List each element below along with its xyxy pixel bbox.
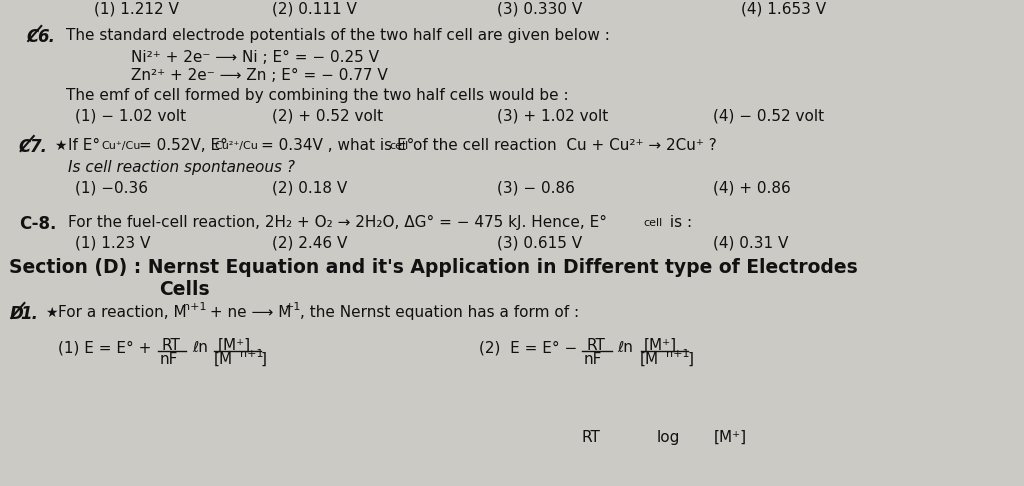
Text: For a reaction, M: For a reaction, M xyxy=(58,305,186,320)
Text: (4) 0.31 V: (4) 0.31 V xyxy=(714,235,788,250)
Text: (2) + 0.52 volt: (2) + 0.52 volt xyxy=(272,108,383,123)
Text: (4) + 0.86: (4) + 0.86 xyxy=(714,180,792,195)
Text: (2) 0.111 V: (2) 0.111 V xyxy=(272,2,357,17)
Text: cell: cell xyxy=(389,141,409,151)
Text: = 0.34V , what is E°: = 0.34V , what is E° xyxy=(261,138,415,153)
Text: C: C xyxy=(27,28,39,46)
Text: log: log xyxy=(657,430,680,445)
Text: + ne ⟶ M: + ne ⟶ M xyxy=(205,305,291,320)
Text: RT: RT xyxy=(587,338,605,353)
Text: Is cell reaction spontaneous ?: Is cell reaction spontaneous ? xyxy=(68,160,295,175)
Text: (3) + 1.02 volt: (3) + 1.02 volt xyxy=(498,108,608,123)
Text: ℓn: ℓn xyxy=(617,340,634,355)
Text: (1) − 1.02 volt: (1) − 1.02 volt xyxy=(75,108,186,123)
Text: Section (D) : Nernst Equation and it's Application in Different type of Electrod: Section (D) : Nernst Equation and it's A… xyxy=(9,258,858,277)
Text: (4) − 0.52 volt: (4) − 0.52 volt xyxy=(714,108,824,123)
Text: = 0.52V, E°: = 0.52V, E° xyxy=(139,138,227,153)
Text: ℓn: ℓn xyxy=(193,340,208,355)
Text: 1.: 1. xyxy=(20,305,39,323)
Text: Ni²⁺ + 2e⁻ ⟶ Ni ; E° = − 0.25 V: Ni²⁺ + 2e⁻ ⟶ Ni ; E° = − 0.25 V xyxy=(131,50,380,65)
Text: (1) 1.23 V: (1) 1.23 V xyxy=(75,235,151,250)
Text: is :: is : xyxy=(665,215,691,230)
Text: (1) −0.36: (1) −0.36 xyxy=(75,180,148,195)
Text: ★: ★ xyxy=(54,139,67,153)
Text: +1: +1 xyxy=(285,302,301,312)
Text: RT: RT xyxy=(582,430,601,445)
Text: ★: ★ xyxy=(45,306,57,320)
Text: The standard electrode potentials of the two half cell are given below :: The standard electrode potentials of the… xyxy=(66,28,609,43)
Text: (1) 1.212 V: (1) 1.212 V xyxy=(94,2,179,17)
Text: [M⁺]: [M⁺] xyxy=(714,430,746,445)
Text: For the fuel-cell reaction, 2H₂ + O₂ → 2H₂O, ΔG° = − 475 kJ. Hence, E°: For the fuel-cell reaction, 2H₂ + O₂ → 2… xyxy=(68,215,606,230)
Text: Cu⁺/Cu: Cu⁺/Cu xyxy=(101,141,140,151)
Text: (3) 0.330 V: (3) 0.330 V xyxy=(498,2,583,17)
Text: nF: nF xyxy=(160,352,178,367)
Text: 6.: 6. xyxy=(38,28,55,46)
Text: (4) 1.653 V: (4) 1.653 V xyxy=(741,2,826,17)
Text: n+1: n+1 xyxy=(667,349,690,359)
Text: Cu²⁺/Cu: Cu²⁺/Cu xyxy=(214,141,258,151)
Text: (1) E = E° +: (1) E = E° + xyxy=(58,340,152,355)
Text: 7.: 7. xyxy=(30,138,48,156)
Text: C: C xyxy=(18,138,31,156)
Text: ]: ] xyxy=(687,352,693,367)
Text: nF: nF xyxy=(584,352,602,367)
Text: of the cell reaction  Cu + Cu²⁺ → 2Cu⁺ ?: of the cell reaction Cu + Cu²⁺ → 2Cu⁺ ? xyxy=(413,138,717,153)
Text: [M: [M xyxy=(640,352,659,367)
Text: RT: RT xyxy=(162,338,180,353)
Text: C-8.: C-8. xyxy=(18,215,56,233)
Text: [M: [M xyxy=(214,352,233,367)
Text: cell: cell xyxy=(643,218,663,228)
Text: [M⁺]: [M⁺] xyxy=(218,338,251,353)
Text: The emf of cell formed by combining the two half cells would be :: The emf of cell formed by combining the … xyxy=(66,88,568,103)
Text: (3) 0.615 V: (3) 0.615 V xyxy=(498,235,583,250)
Text: , the Nernst equation has a form of :: , the Nernst equation has a form of : xyxy=(300,305,580,320)
Text: Zn²⁺ + 2e⁻ ⟶ Zn ; E° = − 0.77 V: Zn²⁺ + 2e⁻ ⟶ Zn ; E° = − 0.77 V xyxy=(131,68,388,83)
Text: (3) − 0.86: (3) − 0.86 xyxy=(498,180,575,195)
Text: n+1: n+1 xyxy=(241,349,264,359)
Text: ]: ] xyxy=(261,352,267,367)
Text: D: D xyxy=(9,305,24,323)
Text: n+1: n+1 xyxy=(183,302,207,312)
Text: (2) 0.18 V: (2) 0.18 V xyxy=(272,180,347,195)
Text: If E°: If E° xyxy=(68,138,99,153)
Text: [M⁺]: [M⁺] xyxy=(644,338,677,353)
Text: (2) 2.46 V: (2) 2.46 V xyxy=(272,235,347,250)
Text: (2)  E = E° −: (2) E = E° − xyxy=(478,340,577,355)
Text: Cells: Cells xyxy=(160,280,210,299)
